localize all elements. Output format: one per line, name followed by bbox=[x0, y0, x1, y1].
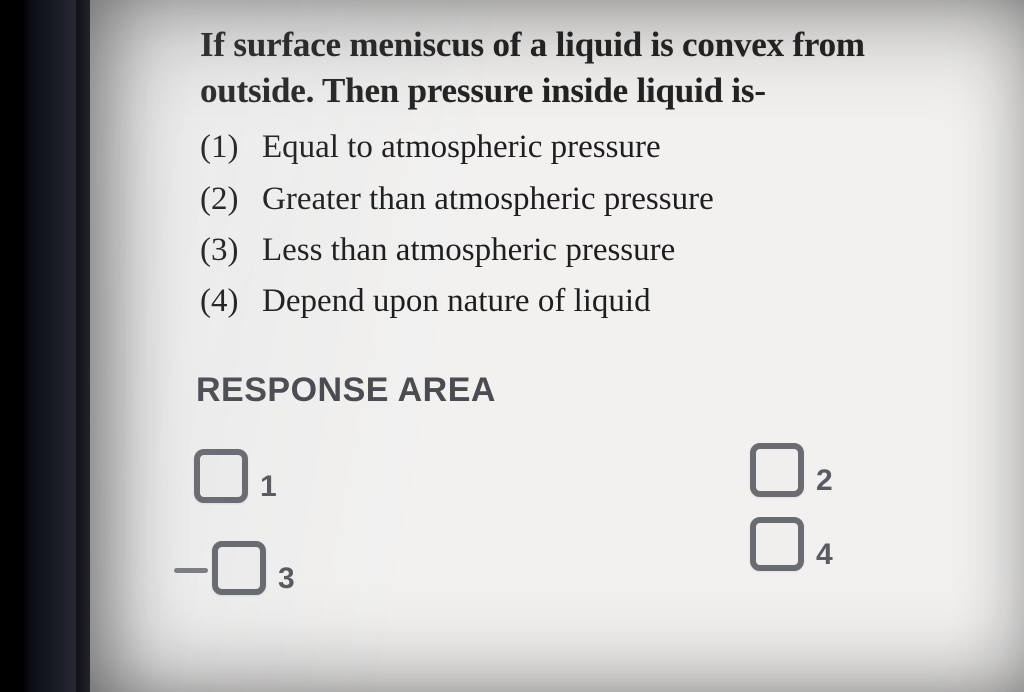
photo-frame: If surface meniscus of a liquid is conve… bbox=[0, 0, 1024, 692]
options-list: (1) Equal to atmospheric pressure (2) Gr… bbox=[190, 122, 978, 327]
option-2: (2) Greater than atmospheric pressure bbox=[200, 174, 978, 225]
option-3: (3) Less than atmospheric pressure bbox=[200, 225, 978, 276]
option-3-text: Less than atmospheric pressure bbox=[262, 225, 675, 276]
checkbox-3-label: 3 bbox=[278, 562, 295, 596]
checkbox-4[interactable] bbox=[750, 517, 804, 571]
response-option-3[interactable]: 3 bbox=[212, 540, 295, 596]
checkbox-4-label: 4 bbox=[816, 538, 833, 572]
option-1: (1) Equal to atmospheric pressure bbox=[200, 122, 978, 173]
option-4-number: (4) bbox=[200, 276, 262, 327]
checkbox-3[interactable] bbox=[212, 541, 266, 595]
question-line-2: outside. Then pressure inside liquid is- bbox=[200, 71, 766, 110]
checkbox-2[interactable] bbox=[750, 443, 804, 497]
checkbox-1[interactable] bbox=[194, 449, 248, 503]
option-4: (4) Depend upon nature of liquid bbox=[200, 276, 978, 327]
checkbox-1-label: 1 bbox=[260, 470, 277, 504]
question-line-1: If surface meniscus of a liquid is conve… bbox=[200, 25, 865, 64]
option-2-number: (2) bbox=[200, 174, 262, 225]
option-1-number: (1) bbox=[200, 122, 262, 173]
question-text: If surface meniscus of a liquid is conve… bbox=[190, 22, 978, 114]
option-2-text: Greater than atmospheric pressure bbox=[262, 174, 714, 225]
response-option-1[interactable]: 1 bbox=[194, 448, 277, 504]
response-option-2[interactable]: 2 bbox=[750, 442, 833, 498]
device-bezel bbox=[0, 0, 90, 692]
option-1-text: Equal to atmospheric pressure bbox=[262, 122, 661, 173]
device-screen: If surface meniscus of a liquid is conve… bbox=[90, 0, 1024, 692]
checkbox-2-label: 2 bbox=[816, 464, 833, 498]
response-option-4[interactable]: 4 bbox=[750, 516, 833, 572]
quiz-screen: If surface meniscus of a liquid is conve… bbox=[90, 0, 1024, 692]
option-4-text: Depend upon nature of liquid bbox=[262, 276, 651, 327]
response-grid: 1 2 3 4 bbox=[190, 448, 978, 618]
response-area-title: RESPONSE AREA bbox=[196, 371, 978, 410]
option-3-number: (3) bbox=[200, 225, 262, 276]
